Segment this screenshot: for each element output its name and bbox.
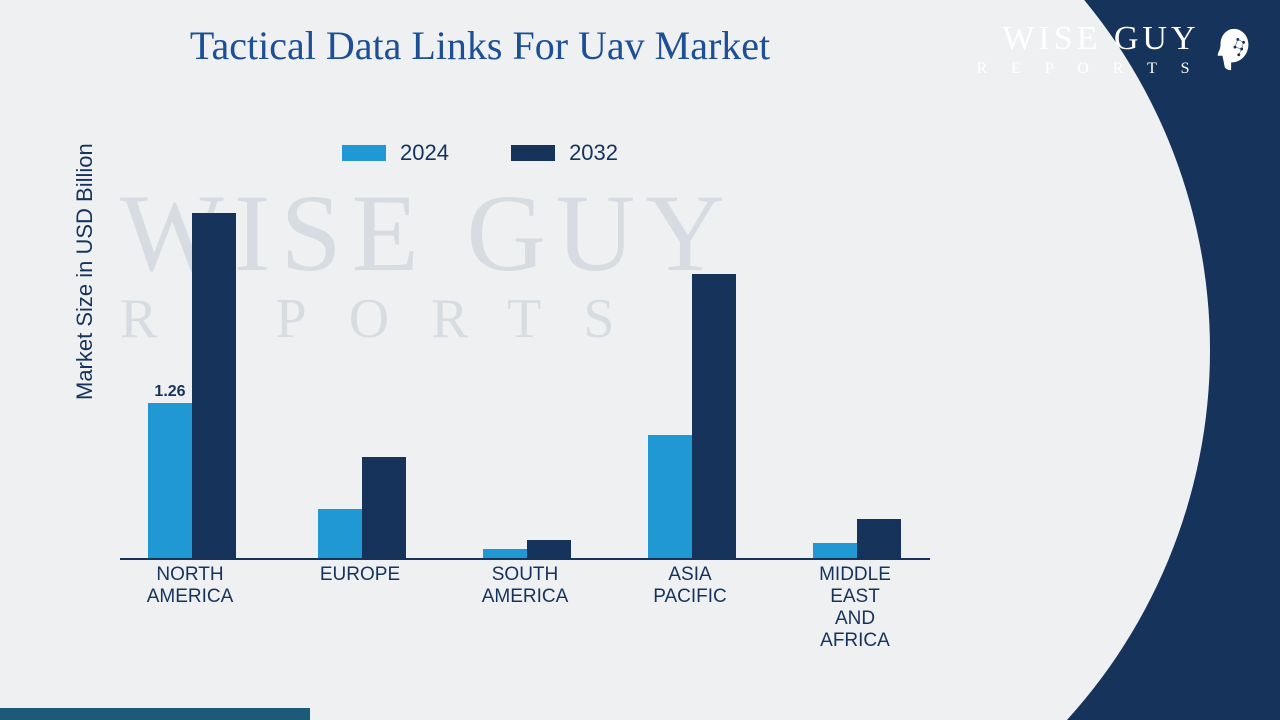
x-tick-label: ASIAPACIFIC — [625, 564, 755, 608]
bar — [362, 457, 406, 558]
bar — [318, 509, 362, 558]
bar — [813, 543, 857, 558]
legend-swatch-icon — [511, 145, 555, 161]
footer-accent-bar — [0, 708, 310, 720]
y-axis-label: Market Size in USD Billion — [72, 143, 98, 400]
legend-item: 2032 — [511, 140, 618, 166]
brand-line1: WISE GUY — [976, 20, 1199, 58]
brand-logo: WISE GUY R E P O R T S — [976, 20, 1258, 78]
bar — [692, 274, 736, 558]
bar — [192, 213, 236, 558]
bar — [648, 435, 692, 558]
bar-value-label: 1.26 — [148, 383, 192, 403]
x-tick-label: SOUTHAMERICA — [460, 564, 590, 608]
x-tick-label: NORTHAMERICA — [125, 564, 255, 608]
bar — [527, 540, 571, 559]
x-tick-label: EUROPE — [295, 564, 425, 586]
bar: 1.26 — [148, 403, 192, 558]
brand-line2: R E P O R T S — [976, 60, 1199, 78]
bar — [857, 519, 901, 558]
legend-swatch-icon — [342, 145, 386, 161]
legend-label: 2032 — [569, 140, 618, 166]
legend: 2024 2032 — [0, 140, 960, 167]
brand-head-icon — [1210, 25, 1258, 73]
legend-item: 2024 — [342, 140, 449, 166]
x-tick-label: MIDDLEEASTANDAFRICA — [790, 564, 920, 651]
bar — [483, 549, 527, 558]
x-axis-line — [120, 558, 930, 560]
chart-title: Tactical Data Links For Uav Market — [0, 22, 960, 69]
legend-label: 2024 — [400, 140, 449, 166]
plot-area: 1.26 — [120, 190, 930, 560]
